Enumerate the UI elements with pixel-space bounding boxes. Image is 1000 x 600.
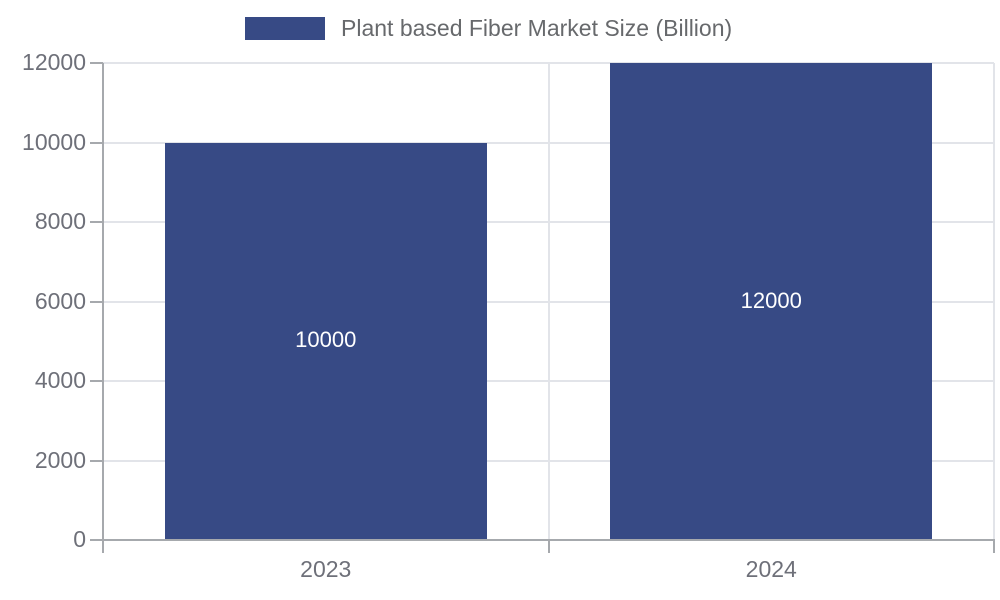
y-tick-label: 0 [73,526,86,552]
bar-2024[interactable] [610,63,933,540]
y-axis-tick [90,539,103,541]
gridline-vertical [547,63,550,540]
y-axis-tick [90,300,103,303]
y-axis-tick [90,62,103,64]
legend-label: Plant based Fiber Market Size (Billion) [341,15,733,41]
bar-value-label: 12000 [740,287,802,313]
y-tick-label: 2000 [34,446,86,473]
x-axis-tick [993,540,995,553]
bar-value-label: 10000 [295,327,357,353]
bar-2023[interactable] [164,142,487,540]
y-tick-label: 4000 [34,367,86,393]
y-tick-label: 12000 [22,49,86,75]
y-tick-label: 6000 [34,287,86,314]
x-tick-label: 2024 [745,556,797,582]
y-axis-tick [90,459,103,462]
x-tick-label: 2023 [300,556,352,582]
y-axis-line [102,63,104,553]
gridline-vertical [993,63,995,540]
y-tick-label: 10000 [22,128,86,155]
x-axis-tick [547,540,550,553]
y-axis-tick [90,221,103,223]
y-axis-tick [90,380,103,382]
y-tick-label: 8000 [34,208,86,234]
legend-swatch [245,17,325,40]
legend[interactable]: Plant based Fiber Market Size (Billion) [245,17,732,40]
y-axis-tick [90,141,103,144]
